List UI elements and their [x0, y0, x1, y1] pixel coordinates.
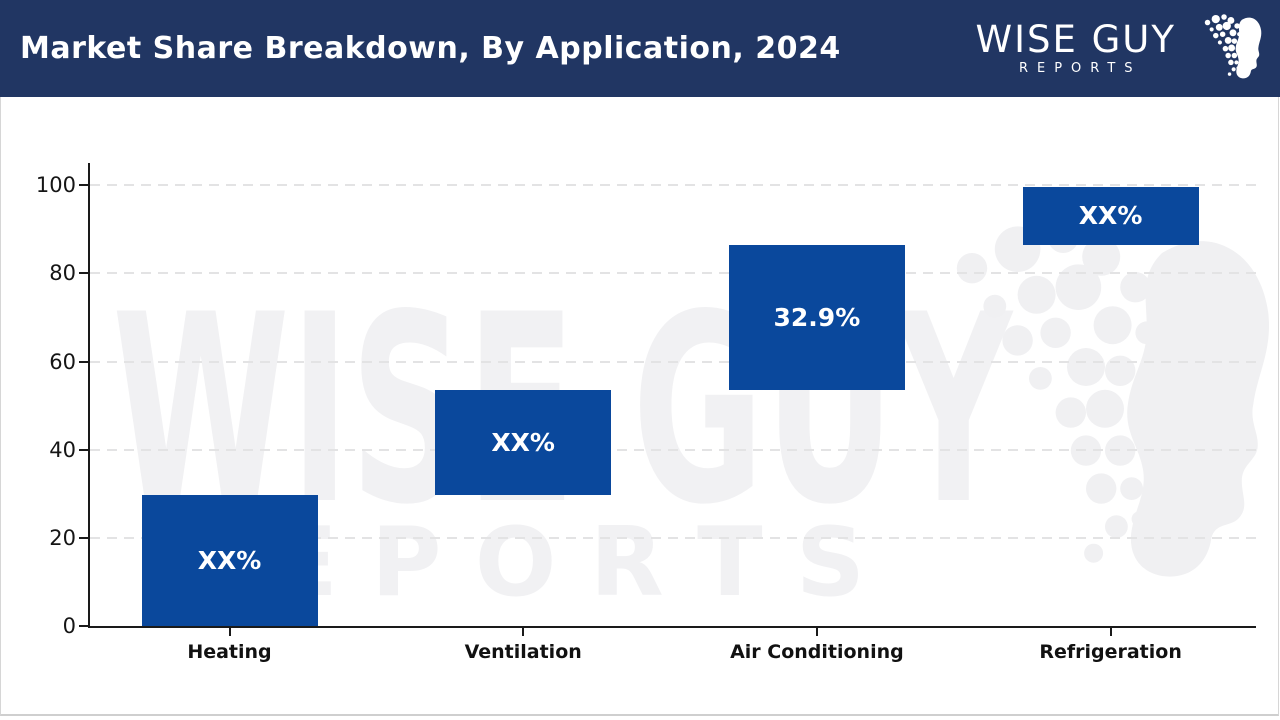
bar-heating: XX%	[141, 495, 318, 626]
y-axis-line	[88, 163, 90, 628]
bar-value-label: XX%	[197, 546, 262, 576]
logo-text: WISE GUY REPORTS	[975, 17, 1176, 77]
gridline-40	[90, 448, 1256, 451]
x-axis-line	[88, 626, 1256, 628]
wise-guy-reports-logo: WISE GUY REPORTS	[976, 6, 1280, 92]
bar-refrigeration: XX%	[1022, 186, 1199, 246]
x-tick-3	[1109, 628, 1112, 636]
logo-brand-subtitle: REPORTS	[1018, 61, 1142, 77]
logo-head-icon	[1204, 13, 1262, 78]
gridline-60	[90, 360, 1256, 363]
x-category-label-3: Refrigeration	[1039, 641, 1182, 663]
x-category-label-0: Heating	[187, 641, 272, 663]
bar-ventilation: XX%	[435, 390, 612, 496]
header-bar: Market Share Breakdown, By Application, …	[0, 0, 1280, 97]
x-tick-1	[522, 628, 525, 636]
x-category-label-2: Air Conditioning	[730, 641, 904, 663]
gridline-80	[90, 272, 1256, 275]
y-tick-0	[79, 625, 88, 627]
y-tick-label-100: 100	[35, 173, 76, 198]
bar-value-label: 32.9%	[773, 303, 861, 333]
y-tick-label-40: 40	[49, 437, 76, 462]
logo-brand-name: WISE GUY	[975, 17, 1176, 61]
y-tick-80	[79, 272, 88, 275]
y-tick-label-0: 0	[62, 614, 76, 638]
x-tick-2	[815, 628, 818, 636]
y-tick-label-60: 60	[49, 349, 76, 374]
y-tick-label-20: 20	[49, 525, 76, 550]
x-tick-0	[228, 628, 231, 636]
x-category-label-1: Ventilation	[464, 641, 582, 663]
bar-value-label: XX%	[491, 428, 555, 458]
y-tick-40	[79, 448, 88, 451]
gridline-20	[90, 536, 1256, 539]
bar-value-label: XX%	[1078, 201, 1143, 231]
y-tick-60	[79, 360, 88, 363]
y-tick-label-80: 80	[49, 261, 76, 286]
y-tick-100	[79, 184, 88, 187]
bar-air-conditioning: 32.9%	[728, 245, 905, 391]
page-title: Market Share Breakdown, By Application, …	[20, 31, 841, 66]
y-tick-20	[79, 536, 88, 539]
gridline-100	[90, 184, 1256, 187]
